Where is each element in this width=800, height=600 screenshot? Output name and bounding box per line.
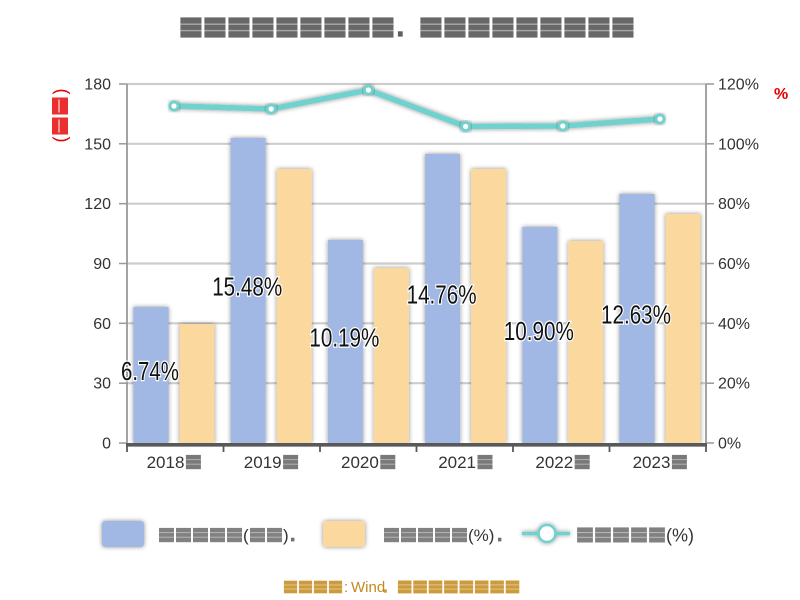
svg-text:80%: 80% (718, 196, 750, 213)
svg-text:10.19%: 10.19% (309, 323, 379, 353)
svg-text:6.74%: 6.74% (121, 356, 179, 386)
svg-text:2022: 2022 (535, 453, 573, 472)
svg-text:60: 60 (93, 316, 111, 333)
svg-text::: : (344, 579, 348, 596)
svg-text:0: 0 (102, 436, 111, 453)
svg-text:(: ( (50, 137, 70, 143)
svg-text:2023: 2023 (633, 453, 671, 472)
svg-text:100%: 100% (718, 136, 759, 153)
svg-text:180: 180 (84, 77, 111, 94)
svg-text:12.63%: 12.63% (601, 300, 671, 330)
svg-text:2018: 2018 (147, 453, 185, 472)
svg-text:14.76%: 14.76% (407, 280, 477, 310)
svg-text:2021: 2021 (438, 453, 476, 472)
svg-text:Wind: Wind (351, 579, 385, 596)
svg-text:2020: 2020 (341, 453, 379, 472)
svg-text:150: 150 (84, 136, 111, 153)
svg-text:(: ( (243, 526, 249, 545)
svg-text:): ) (50, 89, 70, 95)
svg-text:0%: 0% (718, 436, 741, 453)
svg-text:20%: 20% (718, 376, 750, 393)
svg-text:60%: 60% (718, 256, 750, 273)
svg-text:10.90%: 10.90% (504, 316, 574, 346)
svg-text:%: % (774, 86, 788, 103)
svg-text:): ) (283, 526, 289, 545)
svg-text:(%): (%) (468, 526, 494, 545)
svg-text:(%): (%) (666, 526, 694, 546)
svg-text:120%: 120% (718, 77, 759, 94)
svg-text:90: 90 (93, 256, 111, 273)
svg-text:2019: 2019 (244, 453, 282, 472)
svg-text:15.48%: 15.48% (212, 272, 282, 302)
svg-text:120: 120 (84, 196, 111, 213)
svg-text:30: 30 (93, 376, 111, 393)
svg-text:40%: 40% (718, 316, 750, 333)
